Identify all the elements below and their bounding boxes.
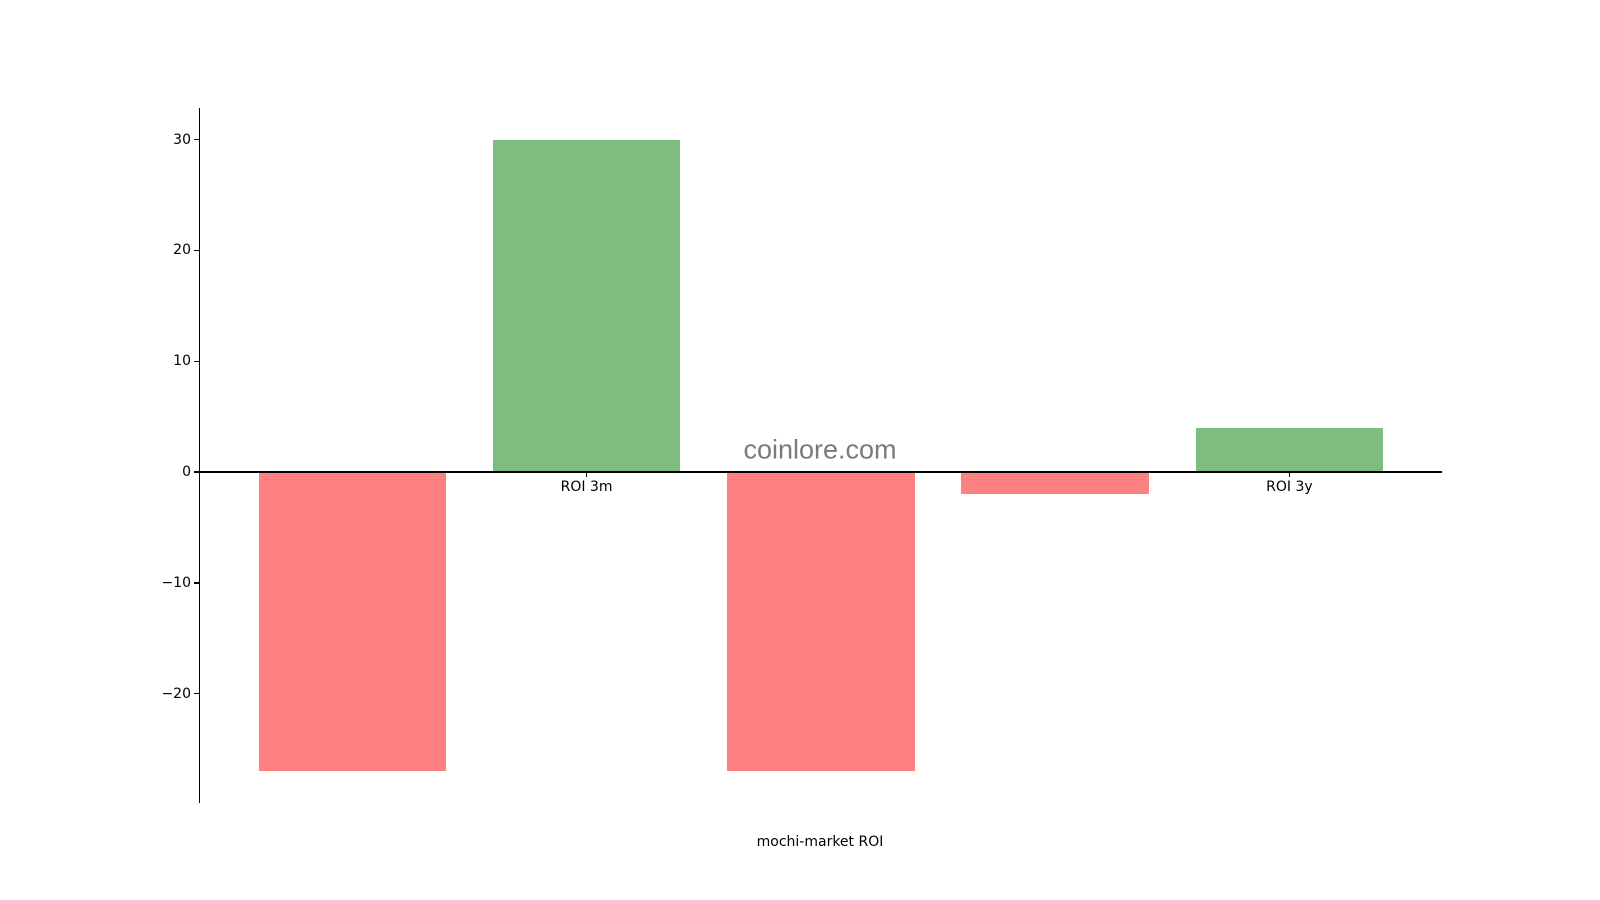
y-axis-tick bbox=[193, 693, 199, 695]
y-axis-tick-label: 0 bbox=[182, 464, 191, 481]
y-axis-tick bbox=[193, 249, 199, 252]
x-axis-zero-line bbox=[200, 471, 1442, 473]
y-axis-tick bbox=[193, 360, 199, 362]
watermark-text: coinlore.com bbox=[743, 434, 897, 465]
x-axis-tick bbox=[585, 472, 588, 478]
roi-bar-negative bbox=[961, 472, 1149, 495]
y-axis-tick bbox=[193, 138, 199, 141]
x-axis-tick-label: ROI 3m bbox=[560, 479, 613, 496]
roi-bar-negative bbox=[727, 472, 915, 772]
y-axis-tick-label: −20 bbox=[161, 685, 191, 702]
roi-bar-positive bbox=[492, 139, 681, 473]
y-axis-tick bbox=[193, 582, 199, 584]
y-axis-tick bbox=[193, 471, 199, 473]
y-axis-tick-label: 30 bbox=[173, 131, 191, 148]
x-axis-tick bbox=[1288, 472, 1291, 478]
y-axis-spine bbox=[198, 108, 200, 803]
chart-title: mochi-market ROI bbox=[756, 834, 884, 850]
y-axis-tick-label: 20 bbox=[173, 242, 191, 259]
roi-bar-positive bbox=[1195, 427, 1384, 473]
roi-bar-negative bbox=[258, 472, 446, 772]
x-axis-tick-label: ROI 3y bbox=[1266, 479, 1313, 496]
y-axis-tick-label: −10 bbox=[161, 574, 191, 591]
y-axis-tick-label: 10 bbox=[173, 353, 191, 370]
